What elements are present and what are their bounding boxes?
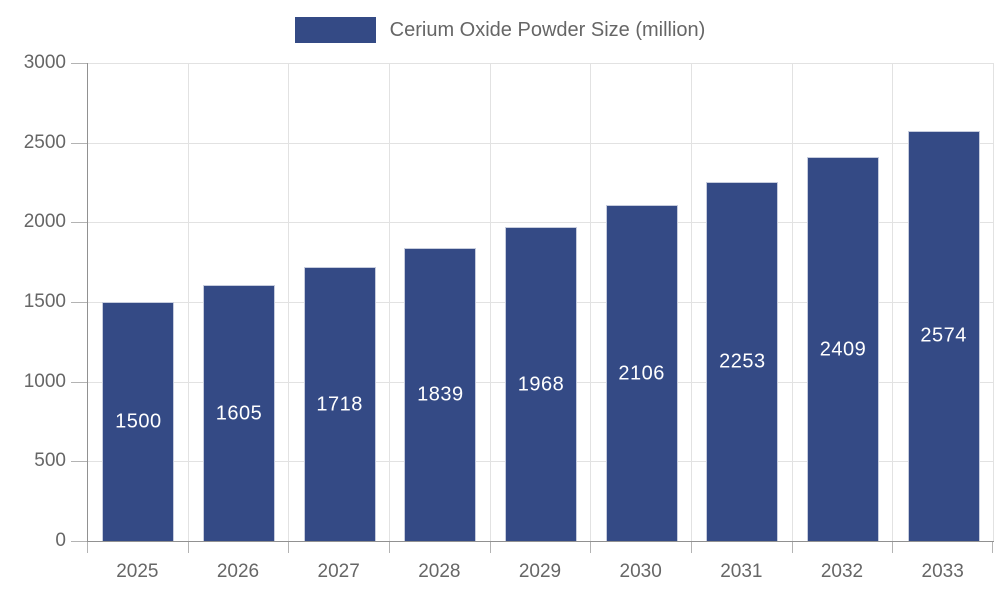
gridline-vertical <box>792 63 793 541</box>
bar-2029[interactable]: 1968 <box>505 227 577 541</box>
y-tick-mark <box>71 541 87 542</box>
x-tick-mark <box>892 542 893 553</box>
legend-swatch <box>294 17 376 43</box>
bar-value-label: 1839 <box>417 383 464 406</box>
x-axis-label: 2025 <box>116 561 159 582</box>
bar-2033[interactable]: 2574 <box>907 130 980 541</box>
x-tick-mark <box>691 542 692 553</box>
gridline-vertical <box>288 63 289 541</box>
bar-value-label: 1500 <box>115 410 162 433</box>
bar-value-label: 1718 <box>316 393 363 416</box>
bar-value-label: 2409 <box>819 338 867 361</box>
gridline-vertical <box>993 63 994 541</box>
bar-2026[interactable]: 1605 <box>203 285 275 541</box>
y-axis-label: 500 <box>34 450 66 472</box>
x-axis-label: 2026 <box>216 561 260 582</box>
gridline-vertical <box>590 63 591 541</box>
legend-label: Cerium Oxide Powder Size (million) <box>389 18 706 41</box>
y-axis-label: 3000 <box>23 52 66 73</box>
x-axis-label: 2032 <box>820 561 864 582</box>
gridline-vertical <box>691 63 692 541</box>
y-axis-label: 0 <box>55 530 66 551</box>
y-tick-mark <box>71 461 87 463</box>
bar-value-label: 1968 <box>517 373 565 396</box>
x-axis-label: 2031 <box>720 561 763 582</box>
x-axis-label: 2030 <box>619 561 662 582</box>
gridline-vertical <box>490 63 491 541</box>
x-tick-mark <box>87 542 88 553</box>
y-tick-mark <box>71 302 87 303</box>
x-axis-label: 2027 <box>317 561 360 582</box>
bar-value-label: 1605 <box>215 402 263 425</box>
y-axis-label: 2500 <box>23 131 66 153</box>
plot-area: 1500 1605 1718 1839 1968 2106 2253 2409 2574 <box>87 63 994 542</box>
x-tick-mark <box>590 542 591 553</box>
gridline-vertical <box>188 63 189 541</box>
x-tick-mark <box>288 542 289 553</box>
y-tick-mark <box>71 381 87 383</box>
bar-2030[interactable]: 2106 <box>605 205 678 541</box>
bar-2027[interactable]: 1718 <box>303 267 376 541</box>
x-tick-mark <box>490 542 491 553</box>
gridline-vertical <box>389 63 390 541</box>
gridline-horizontal <box>88 222 994 224</box>
y-axis-label: 2000 <box>23 211 66 233</box>
x-tick-mark <box>992 542 993 553</box>
y-tick-mark <box>71 63 87 64</box>
y-tick-mark <box>71 142 87 144</box>
y-axis-label: 1500 <box>23 291 66 312</box>
chart-legend[interactable]: Cerium Oxide Powder Size (million) <box>0 15 1000 45</box>
bar-2028[interactable]: 1839 <box>404 248 477 541</box>
x-axis-label: 2028 <box>418 561 461 582</box>
bar-value-label: 2574 <box>920 324 967 347</box>
x-tick-mark <box>792 542 793 553</box>
gridline-horizontal <box>88 142 994 144</box>
bar-2031[interactable]: 2253 <box>706 182 779 541</box>
gridline-vertical <box>892 63 893 541</box>
bar-2025[interactable]: 1500 <box>102 302 175 541</box>
bar-2032[interactable]: 2409 <box>807 157 879 541</box>
x-axis-label: 2033 <box>921 561 964 582</box>
y-tick-mark <box>71 222 87 224</box>
x-tick-mark <box>188 542 189 553</box>
x-axis-label: 2029 <box>518 561 562 582</box>
x-tick-mark <box>389 542 390 553</box>
y-axis-label: 1000 <box>23 370 66 392</box>
bar-value-label: 2106 <box>618 362 665 385</box>
gridline-horizontal <box>88 63 994 64</box>
bar-value-label: 2253 <box>719 350 766 373</box>
